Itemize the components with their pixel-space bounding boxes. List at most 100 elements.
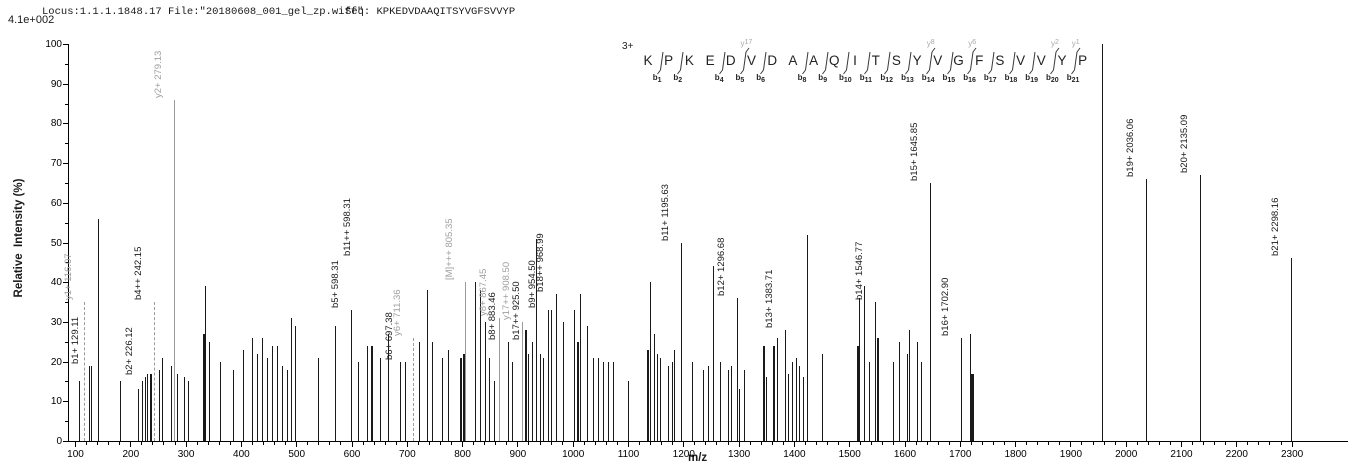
x-minor-tick: [1059, 442, 1061, 445]
peak: [174, 99, 176, 441]
x-major-tick: [462, 442, 464, 447]
peak: [489, 357, 491, 441]
x-tick-label: 900: [509, 449, 527, 460]
b-ion-cleavage-mark: [821, 46, 833, 83]
x-major-tick: [1015, 442, 1017, 447]
b-ion-label: b15: [942, 73, 956, 84]
x-minor-tick: [307, 442, 309, 445]
b-ion-cleavage-mark: [863, 46, 875, 83]
peak: [202, 333, 205, 441]
x-axis-title: m/z: [688, 452, 708, 464]
x-minor-tick: [838, 442, 840, 445]
y-major-tick: [63, 401, 68, 403]
peak: [898, 341, 900, 441]
x-tick-label: 1700: [949, 449, 972, 460]
cleavage-slash-icon: [905, 51, 912, 75]
cleavage-slash-icon: [677, 51, 684, 75]
x-major-tick: [185, 442, 187, 447]
x-minor-tick: [451, 442, 453, 445]
x-tick-label: 2300: [1280, 449, 1304, 460]
by-ion-cleavage-mark: [925, 46, 937, 83]
peak: [660, 357, 662, 441]
peak: [765, 377, 767, 441]
base-peak-intensity-label: 4.1e+002: [8, 14, 55, 26]
peak: [908, 329, 910, 441]
peak: [188, 381, 190, 441]
peak: [869, 361, 871, 441]
peak-label: b21+ 2298.16: [1269, 197, 1281, 257]
x-minor-tick: [417, 442, 419, 445]
peak: [508, 341, 510, 441]
peak: [1145, 178, 1147, 441]
x-minor-tick: [1048, 442, 1050, 445]
x-minor-tick: [1158, 442, 1160, 445]
peak: [251, 337, 253, 441]
sequence-residue: V: [746, 53, 756, 68]
cleavage-slash-icon: [863, 51, 871, 75]
peak: [370, 345, 373, 441]
x-major-tick: [75, 442, 76, 447]
x-minor-tick: [948, 442, 950, 445]
y-tick-label: 40: [50, 277, 62, 289]
peak: [413, 337, 415, 441]
peak: [511, 361, 513, 441]
x-minor-tick: [1114, 442, 1116, 445]
x-minor-tick: [583, 442, 585, 445]
x-minor-tick: [218, 442, 220, 445]
peak: [219, 361, 221, 441]
peak: [460, 357, 463, 441]
y-minor-tick: [65, 182, 68, 184]
y-tick-label: 100: [45, 39, 62, 50]
b-ion-cleavage-mark: [987, 46, 999, 83]
b-ion-label: b17: [983, 73, 997, 84]
x-minor-tick: [428, 442, 430, 445]
peak: [350, 309, 352, 441]
y-minor-tick: [65, 63, 68, 65]
cleavage-slash-icon: [1070, 47, 1081, 75]
x-minor-tick: [1147, 442, 1149, 445]
y-major-tick: [63, 361, 68, 363]
peak: [539, 353, 541, 441]
x-minor-tick: [661, 442, 663, 445]
sequence-residue: T: [871, 53, 880, 68]
x-minor-tick: [915, 442, 917, 445]
peak: [628, 381, 629, 441]
x-tick-label: 400: [233, 449, 250, 460]
x-major-tick: [1291, 442, 1293, 447]
peak: [597, 357, 599, 441]
b-ion-cleavage-mark: [1028, 46, 1040, 83]
b-ion-cleavage-mark: [718, 46, 730, 83]
peak: [281, 365, 283, 441]
x-tick-label: 2100: [1170, 449, 1193, 460]
b-ion-label: b2: [673, 73, 683, 84]
x-major-tick: [849, 442, 851, 447]
sequence-residue: F: [975, 53, 984, 68]
x-minor-tick: [716, 442, 718, 445]
y-minor-tick: [65, 381, 68, 383]
peak-label: y1+ 116.07: [62, 253, 74, 301]
y-major-tick: [63, 163, 68, 165]
y-tick-label: 60: [50, 197, 62, 209]
x-major-tick: [130, 442, 132, 447]
x-minor-tick: [882, 442, 884, 445]
x-minor-tick: [1037, 442, 1039, 445]
peak: [405, 361, 407, 441]
x-minor-tick: [727, 442, 729, 445]
x-minor-tick: [705, 442, 707, 445]
peak: [875, 302, 877, 441]
x-tick-label: 100: [67, 449, 84, 460]
peak: [667, 365, 669, 441]
x-minor-tick: [229, 442, 231, 445]
peak-label: y2+ 279.13: [153, 50, 165, 98]
x-tick-label: 800: [454, 449, 471, 460]
b-ion-label: b9: [818, 73, 828, 84]
x-tick-label: 1500: [838, 449, 861, 460]
peak: [462, 353, 465, 441]
peak: [799, 365, 801, 441]
x-minor-tick: [605, 442, 607, 445]
b-ion-label: b13: [901, 73, 914, 84]
peak: [144, 377, 146, 441]
peak: [91, 365, 93, 441]
b-ion-cleavage-mark: [883, 46, 895, 83]
x-minor-tick: [484, 442, 486, 445]
